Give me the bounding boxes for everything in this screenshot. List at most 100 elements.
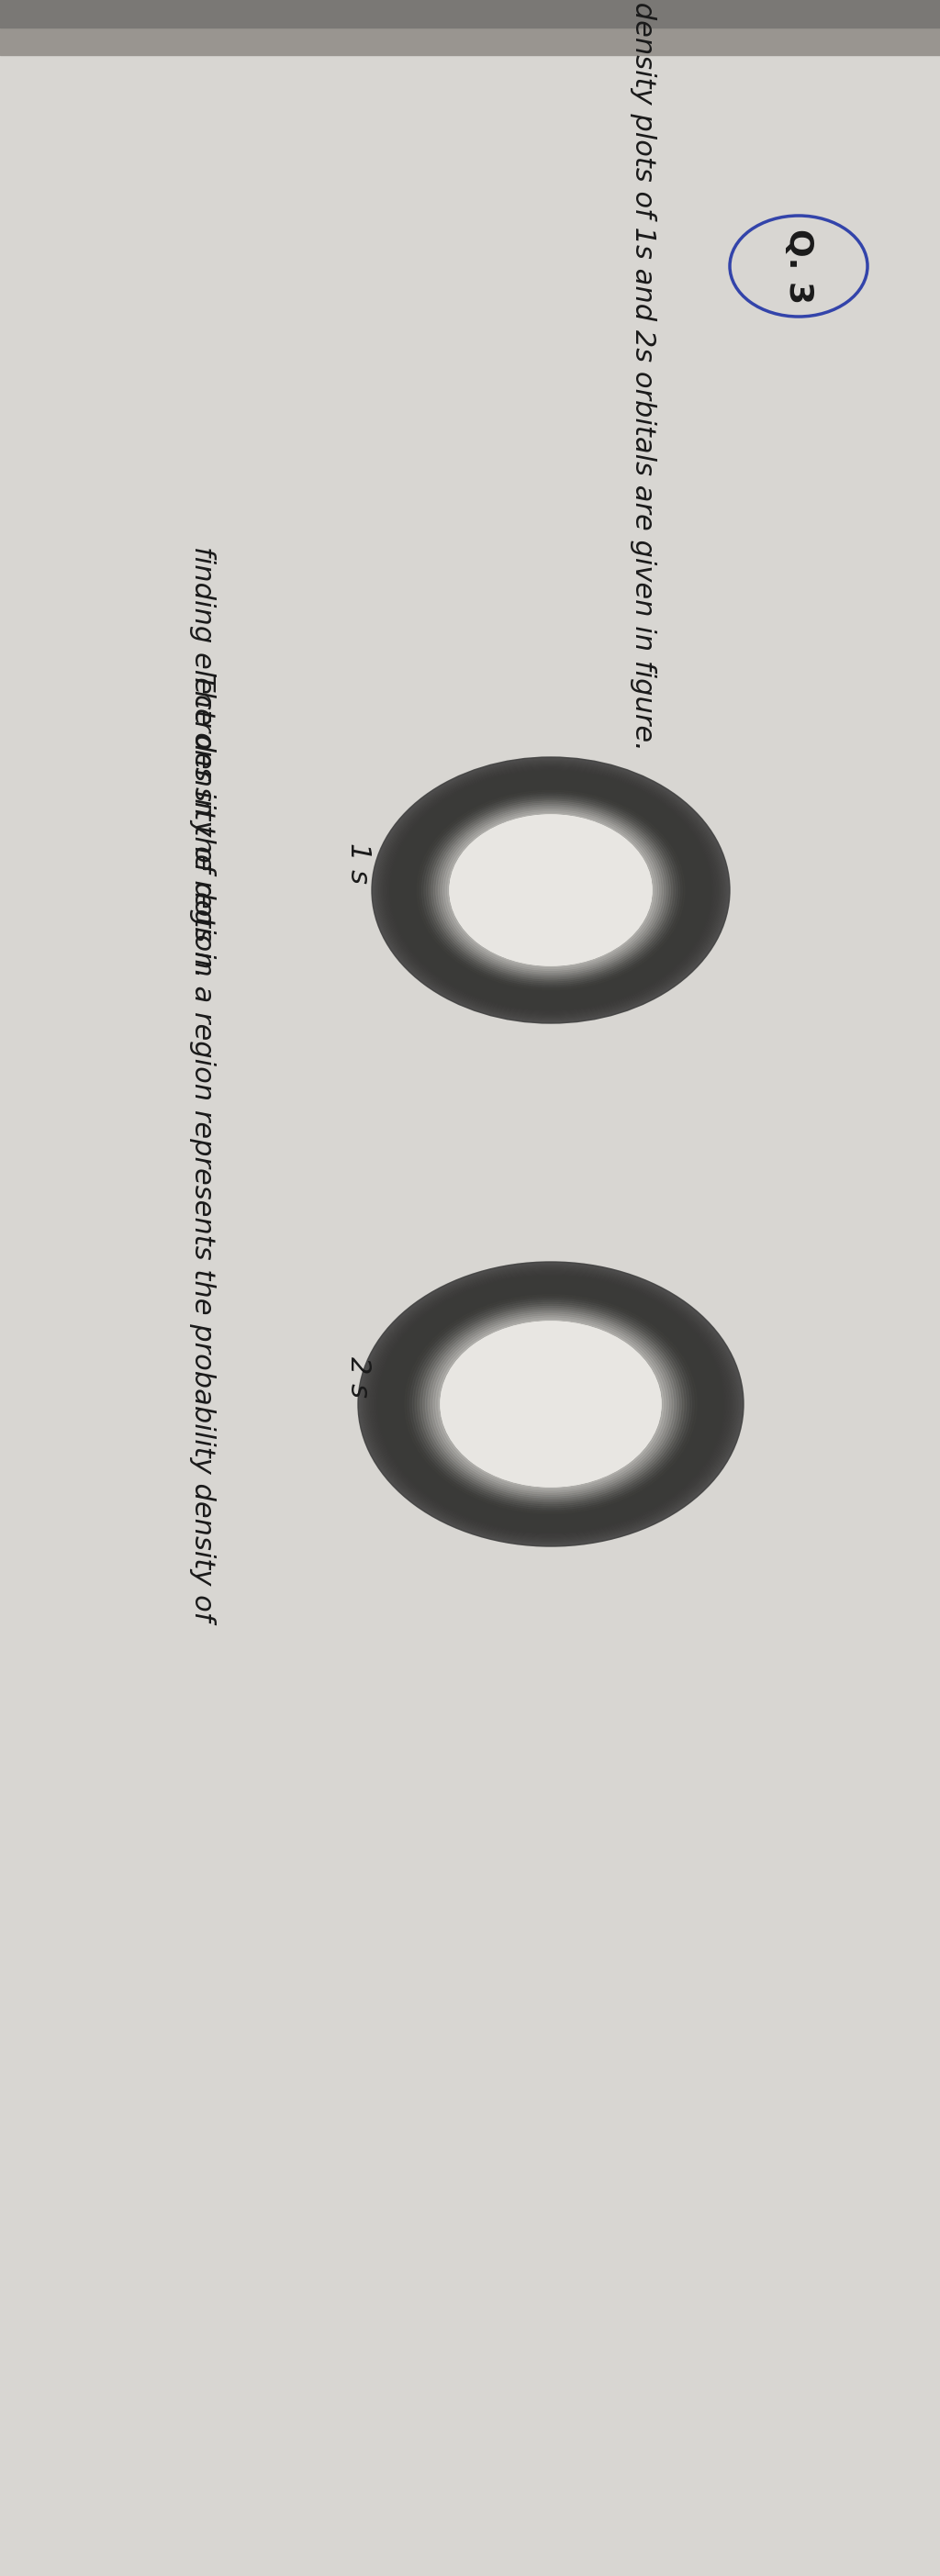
Ellipse shape xyxy=(384,765,718,1015)
Ellipse shape xyxy=(377,760,725,1020)
Ellipse shape xyxy=(395,1288,706,1520)
Ellipse shape xyxy=(408,783,694,997)
Ellipse shape xyxy=(420,1306,682,1502)
Bar xyxy=(0,0,940,28)
Ellipse shape xyxy=(438,806,664,974)
Ellipse shape xyxy=(424,1309,678,1499)
Ellipse shape xyxy=(403,781,698,999)
Ellipse shape xyxy=(397,1291,705,1517)
Ellipse shape xyxy=(448,814,653,966)
Ellipse shape xyxy=(380,762,722,1018)
Ellipse shape xyxy=(417,1303,684,1504)
Ellipse shape xyxy=(470,1345,632,1466)
Ellipse shape xyxy=(480,837,621,943)
Ellipse shape xyxy=(400,778,702,1002)
Ellipse shape xyxy=(477,835,625,945)
Ellipse shape xyxy=(415,788,687,992)
Ellipse shape xyxy=(382,1278,720,1530)
Ellipse shape xyxy=(412,1301,690,1507)
Ellipse shape xyxy=(417,1303,684,1504)
Ellipse shape xyxy=(407,783,695,997)
Ellipse shape xyxy=(383,765,719,1015)
Ellipse shape xyxy=(544,886,557,896)
Ellipse shape xyxy=(470,829,632,951)
Ellipse shape xyxy=(453,817,649,963)
Ellipse shape xyxy=(435,1319,666,1492)
Ellipse shape xyxy=(394,1288,708,1520)
Ellipse shape xyxy=(540,884,561,896)
Ellipse shape xyxy=(457,819,645,961)
Ellipse shape xyxy=(429,799,672,981)
Ellipse shape xyxy=(422,793,679,987)
Ellipse shape xyxy=(408,1298,694,1510)
Ellipse shape xyxy=(421,793,681,987)
Ellipse shape xyxy=(534,878,568,902)
Ellipse shape xyxy=(518,1378,584,1430)
Ellipse shape xyxy=(536,1394,566,1414)
Ellipse shape xyxy=(416,791,685,992)
Ellipse shape xyxy=(442,809,660,971)
Ellipse shape xyxy=(492,1360,609,1448)
Ellipse shape xyxy=(378,762,723,1018)
Ellipse shape xyxy=(385,1283,716,1528)
Ellipse shape xyxy=(429,799,673,981)
Ellipse shape xyxy=(384,768,717,1012)
Ellipse shape xyxy=(373,1273,728,1535)
Ellipse shape xyxy=(528,1388,572,1419)
Ellipse shape xyxy=(436,1319,666,1489)
Ellipse shape xyxy=(489,1358,613,1450)
Ellipse shape xyxy=(478,1350,624,1458)
Ellipse shape xyxy=(446,811,656,969)
Ellipse shape xyxy=(405,1296,697,1512)
Ellipse shape xyxy=(433,801,668,979)
Ellipse shape xyxy=(439,1321,663,1489)
Ellipse shape xyxy=(455,1332,647,1476)
Ellipse shape xyxy=(445,1324,657,1484)
Text: The probability density plots of 1s and 2s orbitals are given in figure.: The probability density plots of 1s and … xyxy=(629,0,656,750)
Ellipse shape xyxy=(387,768,714,1012)
Ellipse shape xyxy=(414,788,688,992)
Ellipse shape xyxy=(381,765,721,1018)
Ellipse shape xyxy=(504,855,598,925)
Ellipse shape xyxy=(441,1321,661,1486)
Ellipse shape xyxy=(387,1283,714,1525)
Ellipse shape xyxy=(510,860,591,920)
Ellipse shape xyxy=(440,809,661,974)
Ellipse shape xyxy=(415,1303,686,1507)
Ellipse shape xyxy=(392,1285,709,1522)
Ellipse shape xyxy=(393,773,709,1007)
Ellipse shape xyxy=(445,811,657,969)
Ellipse shape xyxy=(406,1296,696,1512)
Ellipse shape xyxy=(441,1321,661,1486)
Ellipse shape xyxy=(490,845,611,935)
Ellipse shape xyxy=(538,881,564,899)
Ellipse shape xyxy=(474,1347,628,1463)
Text: The density of dots in a region represents the probability density of: The density of dots in a region represen… xyxy=(189,672,215,1620)
Ellipse shape xyxy=(463,824,638,956)
Text: 1 s: 1 s xyxy=(345,842,371,884)
Ellipse shape xyxy=(438,1319,664,1489)
Ellipse shape xyxy=(494,848,608,933)
Ellipse shape xyxy=(474,832,628,948)
Ellipse shape xyxy=(418,1306,683,1502)
Ellipse shape xyxy=(499,1365,603,1443)
Ellipse shape xyxy=(362,1265,740,1543)
Ellipse shape xyxy=(415,1303,685,1504)
Ellipse shape xyxy=(530,876,571,904)
Ellipse shape xyxy=(386,768,715,1012)
Ellipse shape xyxy=(425,1311,677,1499)
Ellipse shape xyxy=(500,853,602,927)
Ellipse shape xyxy=(369,1270,732,1538)
Ellipse shape xyxy=(388,770,713,1010)
Ellipse shape xyxy=(431,801,670,979)
Ellipse shape xyxy=(423,1309,679,1499)
Ellipse shape xyxy=(547,1401,555,1406)
Ellipse shape xyxy=(428,1311,674,1497)
Ellipse shape xyxy=(409,1298,693,1510)
Ellipse shape xyxy=(433,804,668,979)
Ellipse shape xyxy=(448,1327,653,1481)
Ellipse shape xyxy=(391,773,711,1010)
Ellipse shape xyxy=(527,873,574,907)
Ellipse shape xyxy=(398,775,704,1005)
Ellipse shape xyxy=(373,757,728,1023)
